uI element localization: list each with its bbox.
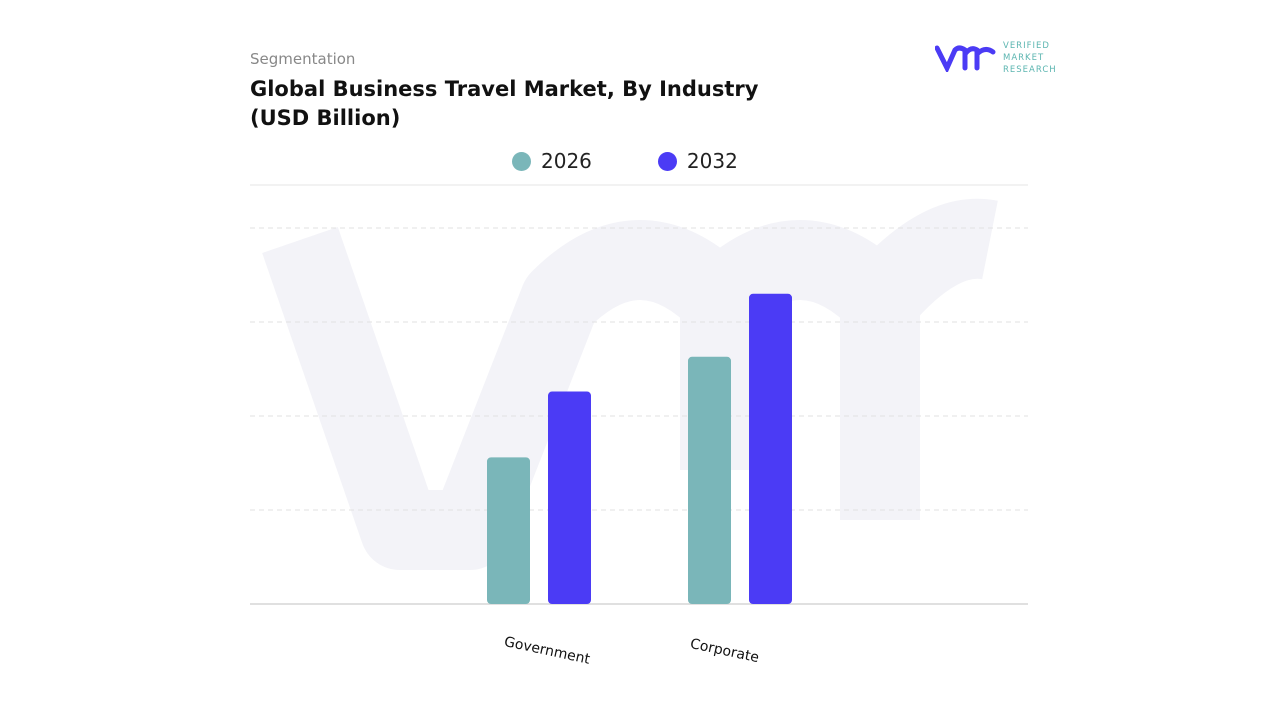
watermark-shape bbox=[262, 198, 998, 570]
vmr-logo-icon bbox=[935, 45, 996, 72]
legend-marker bbox=[657, 151, 677, 171]
logo-line: VERIFIED bbox=[1003, 41, 1050, 51]
bar-government-2026 bbox=[487, 457, 530, 604]
bar-government-2032 bbox=[548, 391, 591, 604]
chart-title: Global Business Travel Market, By Indust… bbox=[250, 77, 759, 130]
vmr-logo: VERIFIED MARKET RESEARCH bbox=[935, 40, 1057, 76]
legend-item: 2026 bbox=[512, 148, 592, 174]
legend-label: 2032 bbox=[686, 149, 738, 173]
logo-line: MARKET bbox=[1003, 53, 1045, 63]
legend-label: 2026 bbox=[541, 149, 592, 173]
segment-label: Segmentation bbox=[250, 50, 356, 68]
bar-corporate-2026 bbox=[688, 356, 731, 604]
logo-line: RESEARCH bbox=[1003, 65, 1057, 75]
legend-marker bbox=[512, 151, 531, 171]
bar-corporate-2032 bbox=[749, 293, 792, 604]
legend: 2026 2032 bbox=[512, 148, 738, 174]
legend-item: 2032 bbox=[657, 148, 738, 174]
